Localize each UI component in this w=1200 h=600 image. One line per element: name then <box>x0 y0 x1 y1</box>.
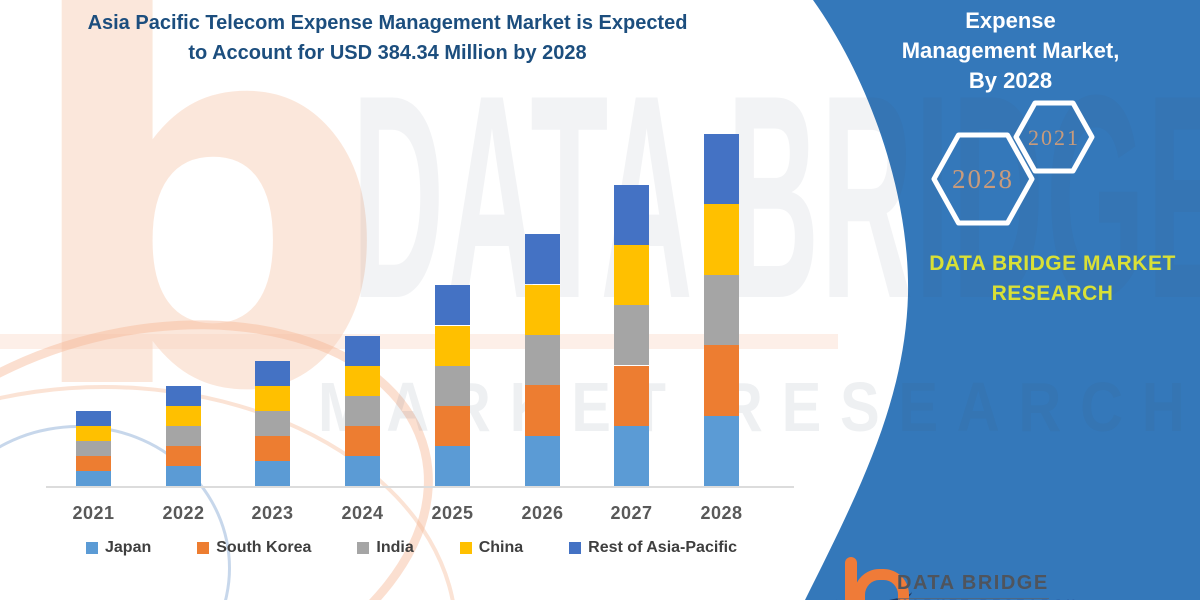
watermark-blue-arc <box>0 425 231 600</box>
brand-text-line1: DATA BRIDGE MARKET <box>929 252 1176 275</box>
legend-swatch-india <box>357 542 370 554</box>
watermark-logo-b: b <box>18 0 391 505</box>
bar-segment-india-2024 <box>345 395 380 426</box>
bar-segment-india-2022 <box>166 426 201 447</box>
legend-item-japan: Japan <box>86 539 151 557</box>
watermark-text-data-bridge: DATA BRIDGE <box>352 35 1200 359</box>
watermark-text-market-research: MARKET RESEARCH <box>318 368 1200 446</box>
chart-legend: Japan South Korea India China Rest of Asia-P… <box>86 539 737 557</box>
bar-segment-south-korea-2022 <box>166 446 201 467</box>
bar-segment-rest-of-asia-pacific-2027 <box>614 184 649 245</box>
logo-name: DATA BRIDGE <box>897 572 1049 599</box>
bar-segment-south-korea-2026 <box>525 385 560 436</box>
bar-segment-china-2023 <box>255 385 290 411</box>
bar-segment-rest-of-asia-pacific-2023 <box>255 360 290 386</box>
legend-item-india: India <box>357 539 414 557</box>
legend-swatch-japan <box>86 542 98 554</box>
bar-segment-south-korea-2024 <box>345 425 380 456</box>
chart-title-line2: to Account for USD 384.34 Million by 202… <box>188 42 587 64</box>
watermark-peach-arc <box>0 261 477 600</box>
bar-segment-rest-of-asia-pacific-2024 <box>345 335 380 366</box>
legend-swatch-south-korea <box>197 542 210 554</box>
x-axis-label-2022: 2022 <box>162 503 205 523</box>
watermark-peach-band <box>0 334 838 349</box>
bar-segment-south-korea-2025 <box>435 405 470 446</box>
legend-label-india: India <box>376 539 414 556</box>
chart-title-line1: Asia Pacific Telecom Expense Management … <box>87 12 688 34</box>
bar-segment-india-2025 <box>435 365 470 406</box>
panel-title-line2: By 2028 <box>968 68 1053 93</box>
hexagon-2028 <box>931 132 1035 226</box>
legend-label-china: China <box>478 539 524 556</box>
bar-segment-rest-of-asia-pacific-2025 <box>435 285 470 326</box>
bar-segment-japan-2028 <box>704 415 739 486</box>
panel-shape <box>805 0 1200 600</box>
bar-segment-rest-of-asia-pacific-2028 <box>704 134 739 205</box>
bar-segment-japan-2027 <box>614 425 649 486</box>
brand-text: DATA BRIDGE MARKET RESEARCH <box>920 249 1185 309</box>
bar-segment-south-korea-2028 <box>704 345 739 416</box>
bar-segment-china-2021 <box>76 425 111 441</box>
logo-b-icon <box>845 557 857 600</box>
bar-segment-india-2023 <box>255 410 290 436</box>
bar-segment-japan-2021 <box>76 471 111 486</box>
bar-segment-rest-of-asia-pacific-2021 <box>76 410 111 426</box>
legend-item-china: China <box>459 539 524 557</box>
legend-swatch-china <box>459 542 472 554</box>
bar-segment-japan-2022 <box>166 466 201 486</box>
panel-title: Asia Pacific Telecom Expense Management … <box>868 0 1153 96</box>
x-axis-label-2024: 2024 <box>341 503 384 523</box>
watermark-peach-arc-thin <box>0 385 458 600</box>
bar-segment-china-2025 <box>435 325 470 366</box>
chart-title: Asia Pacific Telecom Expense Management … <box>35 8 740 68</box>
brand-text-line2: RESEARCH <box>991 282 1114 305</box>
legend-label-japan: Japan <box>105 539 152 556</box>
bar-segment-rest-of-asia-pacific-2026 <box>525 234 560 285</box>
legend-item-rest-of-asia-pacific: Rest of Asia-Pacific <box>569 539 737 557</box>
bar-segment-south-korea-2027 <box>614 365 649 426</box>
logo-swoosh <box>835 580 913 600</box>
bar-segment-japan-2023 <box>255 460 290 486</box>
bar-segment-japan-2025 <box>435 445 470 486</box>
panel-title-clipped-line: Asia Pacific Telecom Expense <box>902 0 1119 33</box>
hexagon-2021 <box>1013 100 1095 174</box>
legend-label-south-korea: South Korea <box>216 539 312 556</box>
bar-segment-japan-2026 <box>525 435 560 486</box>
hexagon-2028-label: 2028 <box>952 164 1014 194</box>
bar-segment-china-2024 <box>345 365 380 396</box>
bar-segment-india-2021 <box>76 440 111 456</box>
legend-swatch-rest-of-asia-pacific <box>569 542 582 554</box>
x-axis-label-2023: 2023 <box>251 503 294 523</box>
bar-segment-india-2026 <box>525 334 560 386</box>
bar-segment-japan-2024 <box>345 456 380 486</box>
bar-segment-south-korea-2023 <box>255 435 290 461</box>
logo-b-bowl-icon <box>854 569 909 600</box>
bar-segment-china-2026 <box>525 284 560 335</box>
legend-item-south-korea: South Korea <box>197 539 311 557</box>
hexagon-2021-label: 2021 <box>1028 125 1080 150</box>
x-axis-label-2021: 2021 <box>72 503 115 523</box>
bar-segment-rest-of-asia-pacific-2022 <box>166 386 201 407</box>
x-axis-label-2025: 2025 <box>431 503 474 523</box>
x-axis-label-2027: 2027 <box>610 503 653 523</box>
bar-segment-india-2027 <box>614 305 649 366</box>
legend-label-rest-of-asia-pacific: Rest of Asia-Pacific <box>588 539 737 556</box>
bar-segment-india-2028 <box>704 274 739 346</box>
bar-segment-south-korea-2021 <box>76 456 111 471</box>
panel-title-line1: Management Market, <box>901 38 1120 63</box>
x-axis-label-2026: 2026 <box>521 503 564 523</box>
x-axis-label-2028: 2028 <box>700 503 743 523</box>
x-axis-line <box>46 486 794 488</box>
bar-segment-china-2027 <box>614 244 649 306</box>
bar-segment-china-2022 <box>166 406 201 427</box>
bar-segment-china-2028 <box>704 204 739 275</box>
